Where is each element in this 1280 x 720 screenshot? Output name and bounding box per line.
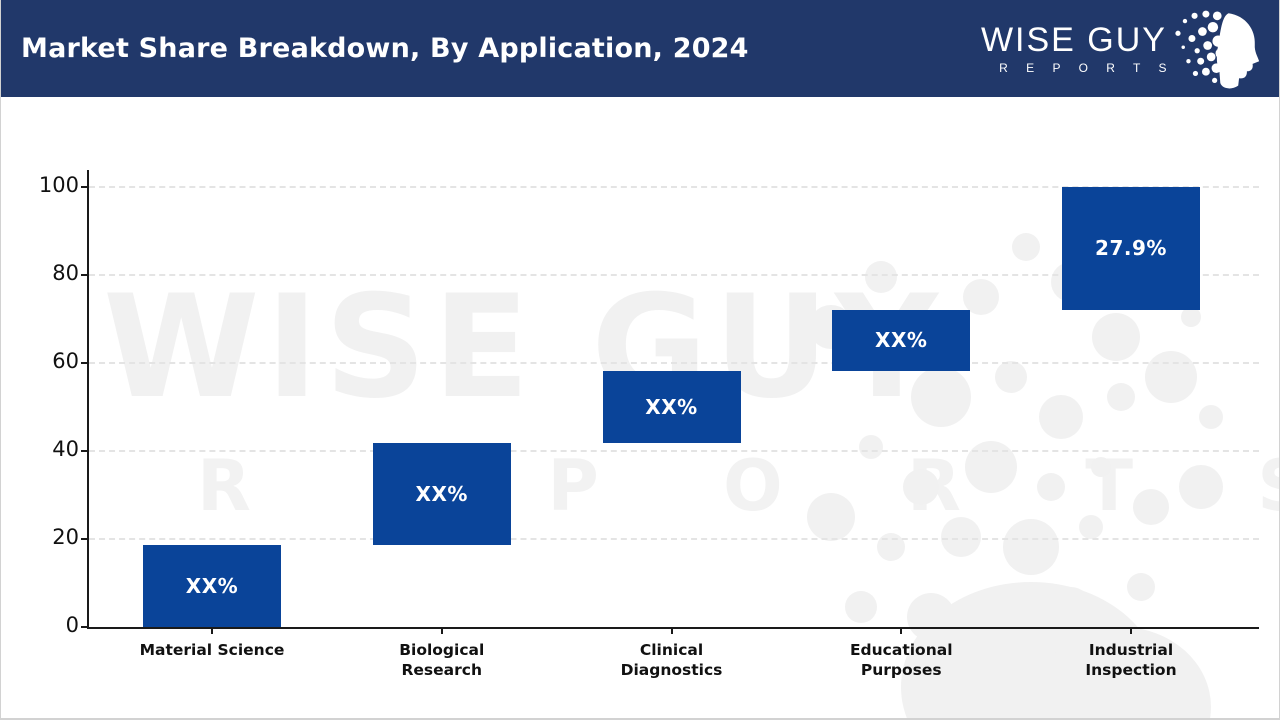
y-tick-mark [81, 186, 89, 188]
brand-subtitle: R E P O R T S [999, 61, 1174, 75]
bar-value-label: XX% [645, 394, 698, 419]
watermark-head-dots-icon [807, 233, 1223, 718]
y-tick-label: 60 [52, 349, 79, 373]
page-title: Market Share Breakdown, By Application, … [21, 33, 749, 64]
y-tick-mark [81, 362, 89, 364]
y-tick-label: 20 [52, 525, 79, 549]
x-tick-label: Material Science [139, 641, 285, 659]
y-tick-mark [81, 538, 89, 540]
x-tick-label: Educational Purposes [849, 641, 953, 680]
brand-name: WISE GUY [980, 21, 1167, 59]
bar: XX% [832, 309, 971, 371]
header-banner: Market Share Breakdown, By Application, … [1, 0, 1279, 97]
y-tick-label: 80 [52, 261, 79, 285]
x-tick-mark [211, 627, 213, 634]
head-dots-icon [1175, 10, 1260, 88]
chart-area: WISE GUY R E P O R T S 0 20 40 60 80 100 XX% Ma… [1, 97, 1279, 718]
gridline [89, 538, 1259, 540]
y-tick-mark [81, 274, 89, 276]
y-tick-label: 100 [38, 173, 79, 197]
gridline [89, 186, 1259, 188]
bar-value-label: XX% [185, 574, 239, 599]
bar-value-label: XX% [415, 482, 468, 507]
watermark-wordmark: WISE GUY [103, 265, 944, 430]
gridline [89, 450, 1259, 452]
y-tick-label: 0 [65, 613, 79, 637]
x-tick-label: Industrial Inspection [1085, 641, 1177, 680]
x-tick-mark [440, 627, 443, 634]
y-tick-mark [81, 450, 89, 452]
bar: XX% [372, 443, 511, 546]
gridline [89, 274, 1259, 276]
bar-value-label: XX% [875, 328, 928, 353]
bar-value-label: 27.9% [1095, 236, 1167, 261]
x-tick-mark [670, 627, 673, 634]
x-tick-mark [900, 627, 903, 634]
y-tick-mark [81, 626, 89, 628]
y-tick-label: 40 [52, 437, 79, 461]
x-axis [87, 627, 1259, 629]
bar: 27.9% [1062, 187, 1200, 310]
x-tick-label: Clinical Diagnostics [620, 641, 723, 680]
bar: XX% [143, 545, 281, 627]
brand-logo: WISE GUY R E P O R T S [981, 7, 1267, 91]
brand-wordmark: WISE GUY R E P O R T S [981, 23, 1167, 74]
x-tick-mark [1130, 627, 1132, 634]
x-tick-label: Biological Research [399, 641, 485, 680]
gridline [89, 362, 1259, 364]
bar: XX% [602, 370, 741, 444]
y-axis [87, 170, 89, 629]
